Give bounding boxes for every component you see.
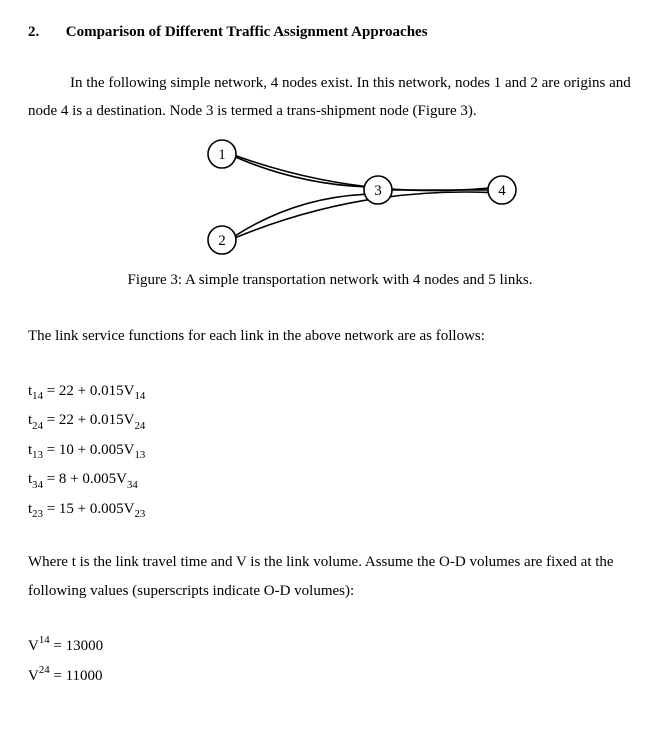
section-heading: 2. Comparison of Different Traffic Assig… — [28, 18, 632, 47]
network-node-label: 4 — [498, 183, 506, 199]
link-equation: t14 = 22 + 0.015V14 — [28, 377, 632, 407]
intro-paragraph: In the following simple network, 4 nodes… — [28, 69, 632, 126]
link-equation: t24 = 22 + 0.015V24 — [28, 406, 632, 436]
network-node-label: 3 — [374, 183, 382, 199]
network-node-label: 2 — [218, 233, 226, 249]
explanatory-paragraph: Where t is the link travel time and V is… — [28, 548, 632, 605]
section-title: Comparison of Different Traffic Assignme… — [66, 24, 428, 40]
link-equation: t13 = 10 + 0.005V13 — [28, 436, 632, 466]
figure-caption: Figure 3: A simple transportation networ… — [28, 266, 632, 295]
link-equation: t23 = 15 + 0.005V23 — [28, 495, 632, 525]
od-volumes-block: V14 = 13000V24 = 11000 — [28, 631, 632, 690]
link-equation: t34 = 8 + 0.005V34 — [28, 465, 632, 495]
od-volume-equation: V24 = 11000 — [28, 661, 632, 691]
network-node-label: 1 — [218, 147, 226, 163]
link-functions-intro: The link service functions for each link… — [28, 322, 632, 351]
network-diagram-svg: 1 2 3 4 — [130, 132, 530, 262]
network-edge — [236, 155, 488, 190]
network-figure: 1 2 3 4 — [28, 132, 632, 262]
link-equations-block: t14 = 22 + 0.015V14t24 = 22 + 0.015V24t1… — [28, 377, 632, 525]
section-number: 2. — [28, 18, 62, 47]
od-volume-equation: V14 = 13000 — [28, 631, 632, 661]
